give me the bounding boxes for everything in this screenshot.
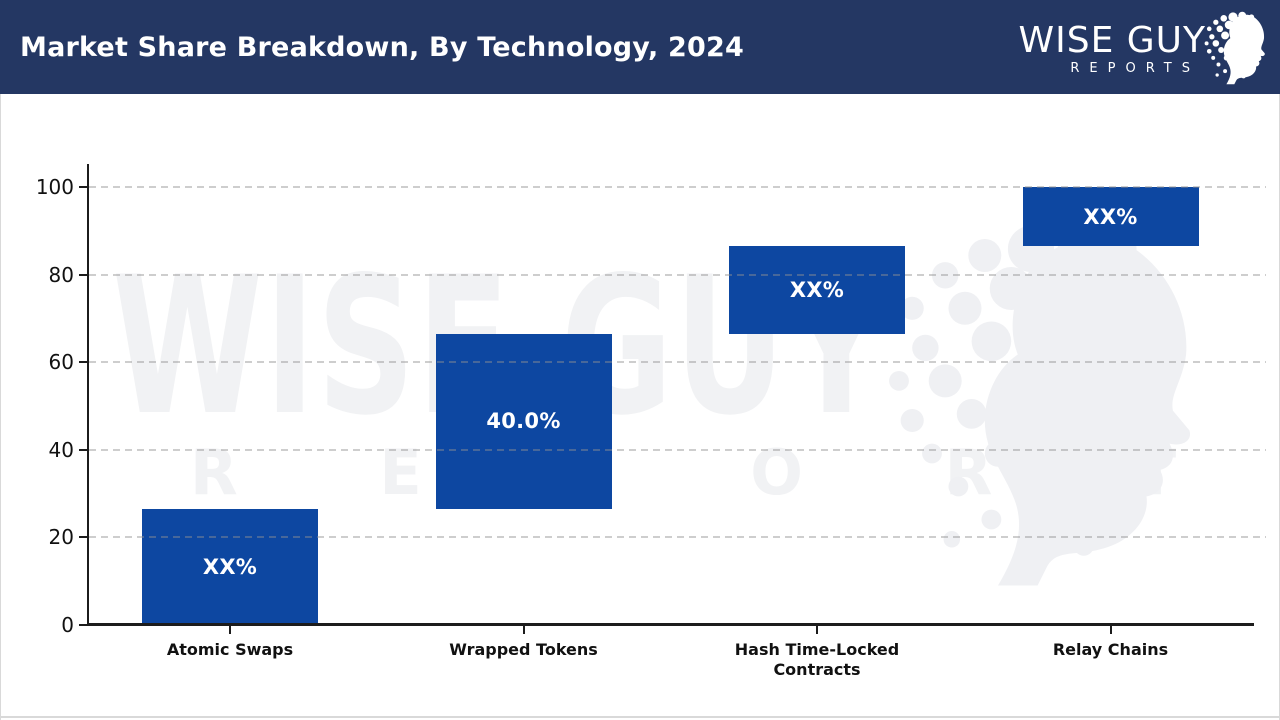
y-axis-tick-label: 60 xyxy=(48,350,74,375)
x-axis-category-label: Hash Time-Locked Contracts xyxy=(734,640,900,679)
y-axis-tick xyxy=(79,448,87,451)
x-axis-tick xyxy=(522,626,525,634)
waterfall-bar xyxy=(729,246,905,334)
header-band: Market Share Breakdown, By Technology, 2… xyxy=(0,0,1280,94)
logo-reports-text: REPORTS xyxy=(1070,61,1200,76)
logo-head-icon xyxy=(1200,8,1266,88)
wise-guy-logo: WISE GUY REPORTS xyxy=(1008,0,1268,94)
logo-wordmark: WISE GUY xyxy=(1018,20,1206,61)
x-axis-tick xyxy=(229,626,231,634)
waterfall-bar xyxy=(142,508,318,625)
bar-value-label: XX% xyxy=(202,554,258,579)
bar-value-label: 40.0% xyxy=(486,409,561,434)
x-axis-category-label: Atomic Swaps xyxy=(166,640,294,659)
y-axis-tick xyxy=(79,186,87,188)
y-axis-tick xyxy=(79,361,87,364)
figure-border-left xyxy=(0,94,1,720)
x-axis-line xyxy=(87,623,1254,626)
x-axis-category-label: Relay Chains xyxy=(1052,640,1169,659)
bar-value-label: XX% xyxy=(789,277,845,302)
x-axis-tick xyxy=(1109,626,1112,634)
y-axis-tick-label: 100 xyxy=(35,175,74,199)
y-axis-line xyxy=(87,164,89,626)
waterfall-bar xyxy=(435,333,612,509)
y-axis-tick xyxy=(79,536,87,539)
x-axis-category-label: Wrapped Tokens xyxy=(449,640,598,659)
waterfall-bar xyxy=(1022,187,1199,247)
gridline xyxy=(89,448,1266,451)
y-axis-tick-label: 20 xyxy=(48,525,74,550)
x-axis-tick xyxy=(816,626,818,634)
y-axis-tick-label: 0 xyxy=(61,613,74,637)
bar-value-label: XX% xyxy=(1083,204,1138,229)
watermark-head-icon xyxy=(866,222,1196,586)
y-axis-tick-label: 80 xyxy=(48,262,74,287)
gridline xyxy=(89,273,1266,276)
gridline xyxy=(89,536,1266,539)
figure-border-bottom xyxy=(0,716,1280,718)
gridline xyxy=(89,186,1266,188)
page-title: Market Share Breakdown, By Technology, 2… xyxy=(20,31,745,63)
gridline xyxy=(89,361,1266,364)
y-axis-tick xyxy=(79,273,87,276)
y-axis-tick xyxy=(79,624,87,626)
y-axis-tick-label: 40 xyxy=(48,437,74,462)
